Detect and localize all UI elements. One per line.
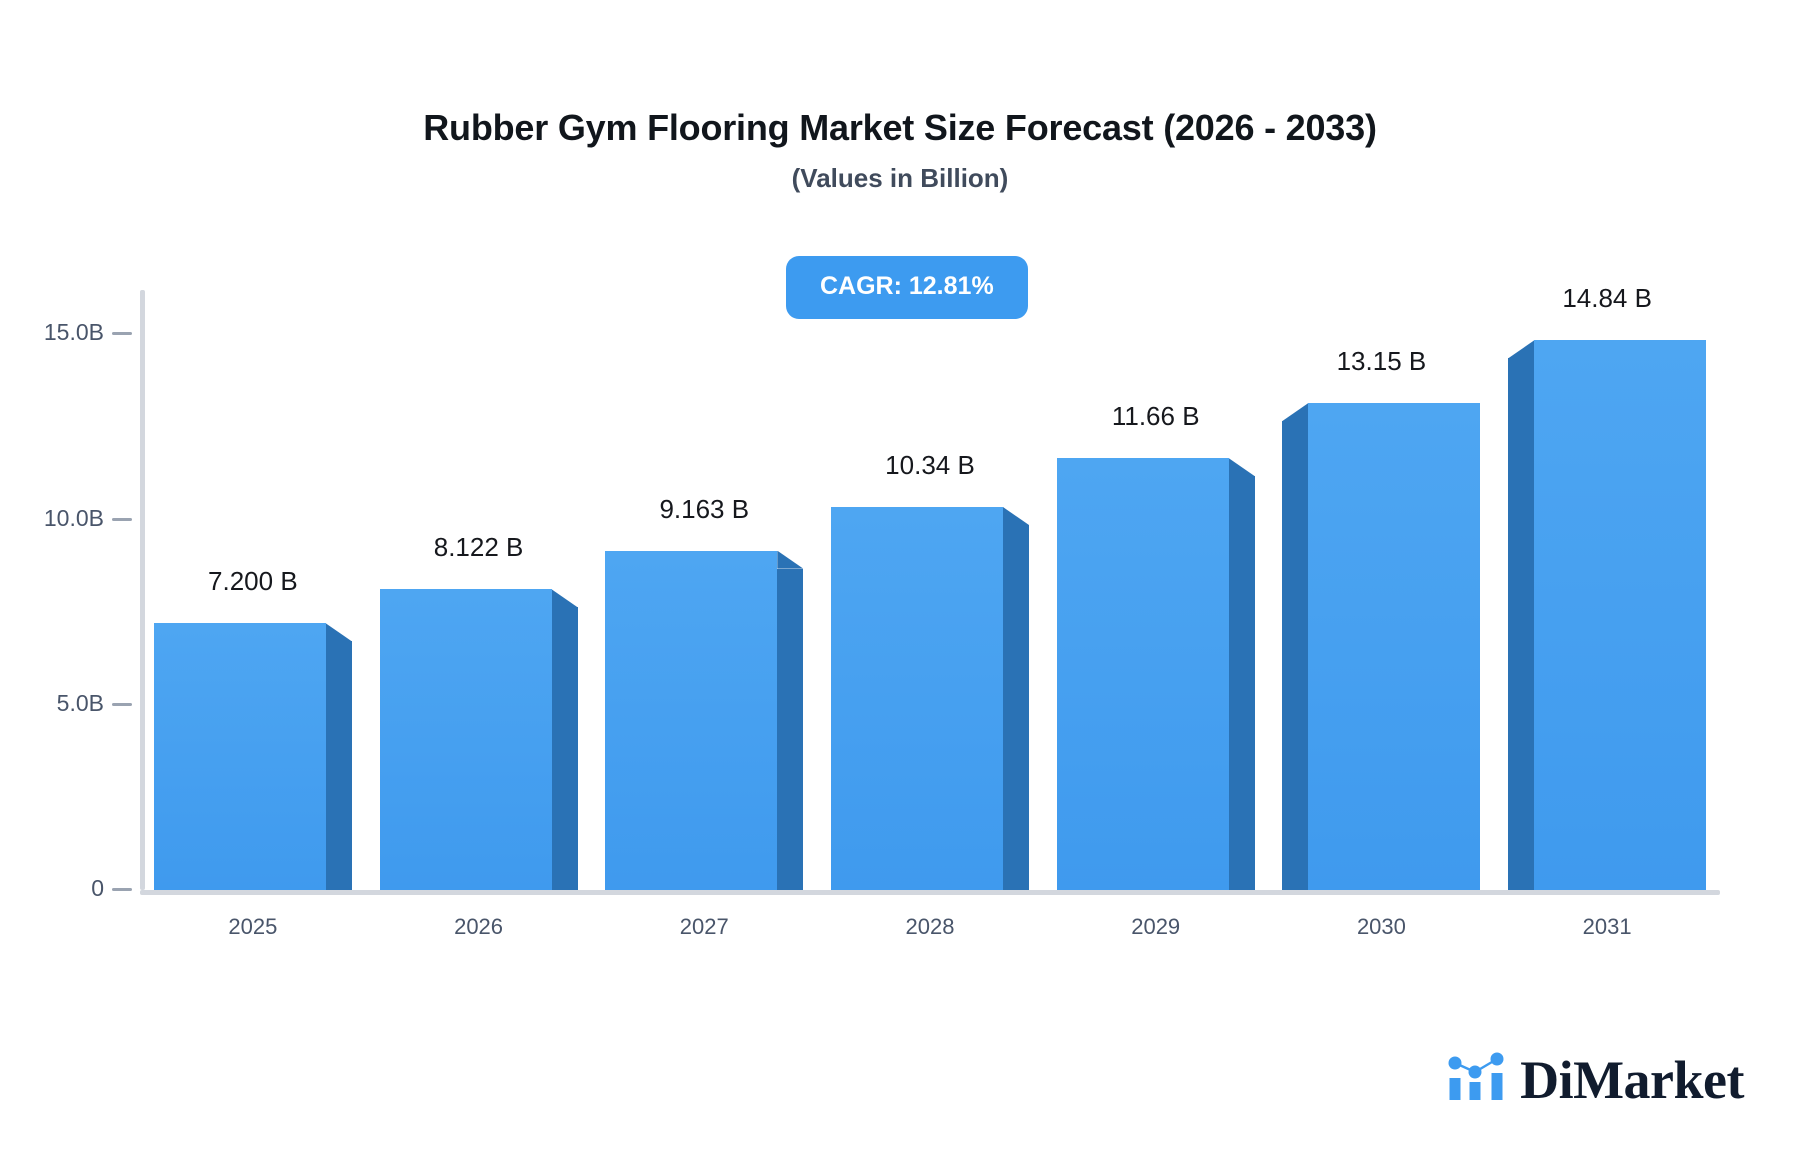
bar-column[interactable]: 14.84 B 2031 <box>1494 283 1720 939</box>
bar-column[interactable]: 9.163 B 2027 <box>591 290 817 939</box>
y-axis-tick-label: 15.0B <box>43 319 104 346</box>
bar[interactable] <box>1269 402 1495 890</box>
bar-value-label: 10.34 B <box>885 450 975 481</box>
bar-depth-face <box>1228 476 1255 890</box>
y-axis-tick-mark <box>112 332 132 336</box>
x-axis-tick-label: 2029 <box>1131 914 1181 939</box>
bar-depth-bevel <box>551 589 578 608</box>
x-axis-tick-label: 2026 <box>454 914 504 939</box>
bar-front-face <box>605 550 778 890</box>
bar-front-face <box>153 623 326 890</box>
bar-depth-face <box>1508 358 1535 890</box>
bar-value-label: 8.122 B <box>433 532 524 563</box>
bar-depth-face <box>325 641 352 890</box>
bar-front-face <box>1056 458 1229 890</box>
y-axis-tick-label: 0 <box>91 875 104 901</box>
bar-column[interactable]: 8.122 B 2026 <box>366 290 592 939</box>
x-axis-line <box>140 890 1720 895</box>
x-axis-tick-label: 2027 <box>679 914 729 939</box>
bar[interactable] <box>1043 458 1269 890</box>
logo-text: DiMarket <box>1520 1049 1744 1110</box>
bar-depth-face <box>1002 525 1029 890</box>
bar-depth-bevel <box>1002 507 1029 526</box>
bar-front-face <box>1534 340 1707 890</box>
bar-value-label: 11.66 B <box>1111 401 1200 432</box>
bar-depth-face <box>777 568 804 890</box>
bar-depth-bevel <box>777 550 804 569</box>
bar-value-label: 7.200 B <box>208 566 298 597</box>
dimarket-logo: DiMarket <box>1446 1051 1744 1108</box>
bar-front-face <box>379 589 552 890</box>
bar-depth-bevel <box>1508 340 1535 359</box>
bar-front-face <box>830 507 1003 890</box>
bar[interactable] <box>1494 340 1720 890</box>
y-axis-tick-mark <box>112 517 132 521</box>
chart-subtitle: (Values in Billion) <box>791 162 1009 193</box>
bar-depth-bevel <box>1282 402 1309 421</box>
y-axis-tick-label: 10.0B <box>43 504 104 531</box>
chart-plot-area: 15.0B 10.0B 5.0B 0 7.200 B 2025 8.122 B 2026 9.… <box>44 283 1720 939</box>
bar-column[interactable]: 11.66 B 2029 <box>1043 290 1269 939</box>
x-axis-tick-label: 2025 <box>228 914 278 939</box>
bar-value-label: 13.15 B <box>1336 345 1427 376</box>
bar-depth-face <box>1282 420 1309 890</box>
bar-chart-dots-icon <box>1446 1051 1506 1108</box>
x-axis-tick-label: 2030 <box>1356 914 1406 939</box>
y-axis-tick-mark <box>112 702 132 706</box>
bar-depth-face <box>551 607 578 890</box>
bar[interactable] <box>366 589 592 890</box>
bar-column[interactable]: 7.200 B 2025 <box>140 290 366 939</box>
bar-value-label: 9.163 B <box>659 493 750 524</box>
bar-depth-bevel <box>1228 458 1255 477</box>
bar-front-face <box>1308 402 1481 890</box>
chart-header: Rubber Gym Flooring Market Size Forecast… <box>0 0 1800 192</box>
y-axis-line <box>140 290 145 890</box>
y-axis-tick-label: 5.0B <box>56 689 104 716</box>
bar-depth-bevel <box>325 623 352 642</box>
x-axis-tick-label: 2028 <box>905 914 955 939</box>
bar[interactable] <box>140 623 366 890</box>
x-axis-tick-label: 2031 <box>1582 914 1632 939</box>
bar[interactable] <box>591 550 817 890</box>
bar-column[interactable]: 13.15 B 2030 <box>1269 290 1495 939</box>
bar-value-label: 14.84 B <box>1562 283 1652 314</box>
cagr-badge: CAGR: 12.81% <box>786 256 1028 319</box>
y-axis-tick-mark <box>112 888 132 891</box>
page-title: Rubber Gym Flooring Market Size Forecast… <box>423 107 1377 148</box>
bar-column[interactable]: 10.34 B 2028 <box>817 290 1043 939</box>
bar[interactable] <box>817 507 1043 890</box>
